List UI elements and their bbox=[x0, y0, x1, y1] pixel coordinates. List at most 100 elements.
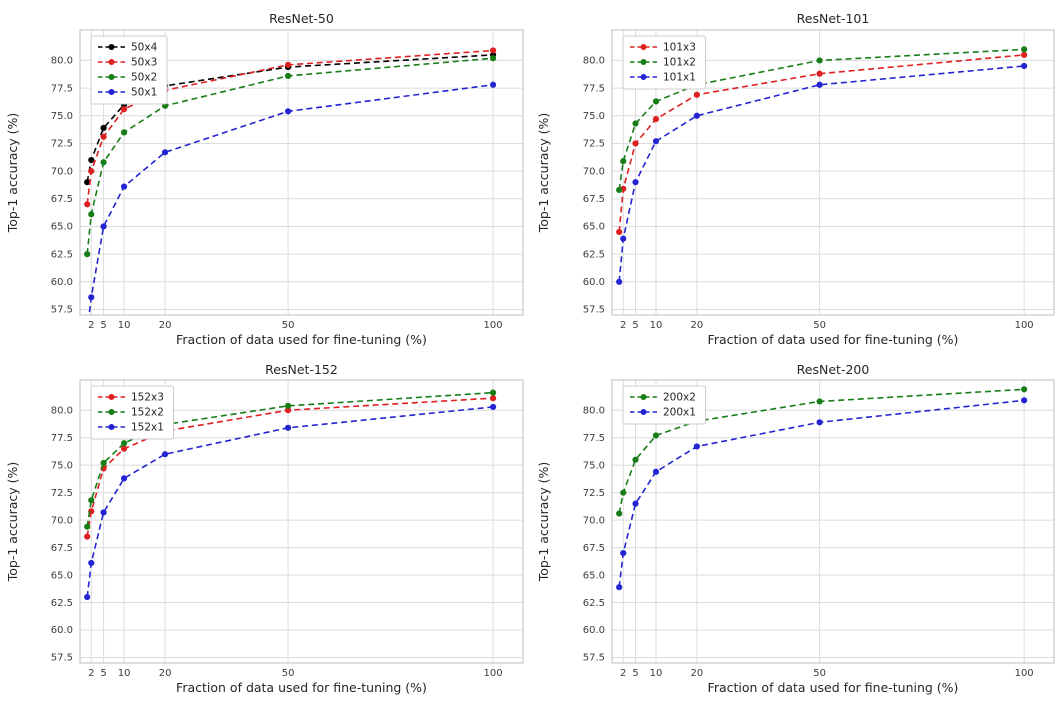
data-point-50x3 bbox=[100, 133, 107, 140]
x-tick-label: 10 bbox=[649, 320, 662, 331]
chart-resnet-152: 57.5 60.0 62.5 65.0 67.5 70.0 72.5 75.0 77.5 80.0… bbox=[0, 357, 530, 715]
legend-marker-50x3 bbox=[108, 59, 115, 65]
plot-background bbox=[529, 357, 1059, 715]
legend: 200x2 200x1 bbox=[622, 385, 706, 424]
y-tick-label: 62.5 bbox=[582, 597, 604, 608]
x-axis-label: Fraction of data used for fine-tuning (%… bbox=[707, 680, 958, 695]
legend-label-50x3: 50x3 bbox=[131, 56, 157, 68]
y-tick-label: 57.5 bbox=[51, 652, 73, 663]
legend: 50x4 50x3 50x2 50x1 bbox=[90, 35, 168, 105]
y-tick-label: 80.0 bbox=[582, 56, 604, 67]
data-point-101x1 bbox=[693, 112, 700, 119]
y-axis-label: Top-1 accuracy (%) bbox=[5, 113, 20, 234]
data-point-101x3 bbox=[816, 70, 823, 77]
data-point-200x1 bbox=[1020, 396, 1027, 403]
x-tick-label: 20 bbox=[159, 320, 172, 331]
data-point-50x1 bbox=[284, 108, 292, 115]
x-tick-label: 20 bbox=[690, 668, 703, 679]
data-point-152x3 bbox=[120, 445, 128, 452]
y-tick-label: 67.5 bbox=[51, 194, 73, 205]
data-point-101x3 bbox=[693, 91, 700, 98]
legend-marker-200x2 bbox=[640, 393, 646, 400]
y-tick-label: 67.5 bbox=[51, 542, 73, 553]
data-point-50x2 bbox=[120, 129, 128, 136]
y-tick-label: 77.5 bbox=[51, 83, 73, 94]
data-point-101x2 bbox=[631, 120, 639, 127]
y-tick-label: 72.5 bbox=[51, 139, 73, 150]
legend-marker-200x1 bbox=[640, 408, 646, 415]
x-tick-label: 5 bbox=[632, 320, 638, 331]
y-tick-label: 62.5 bbox=[582, 249, 604, 260]
legend-label-50x2: 50x2 bbox=[131, 71, 157, 83]
data-point-200x2 bbox=[619, 489, 626, 496]
data-point-50x1 bbox=[100, 223, 107, 230]
data-point-152x2 bbox=[84, 523, 91, 530]
data-point-101x2 bbox=[652, 98, 659, 105]
data-point-152x1 bbox=[489, 403, 497, 410]
y-tick-label: 75.0 bbox=[51, 460, 73, 471]
legend-label-101x2: 101x2 bbox=[663, 56, 696, 68]
data-point-200x2 bbox=[652, 431, 659, 439]
data-point-152x2 bbox=[489, 389, 497, 396]
y-axis-label: Top-1 accuracy (%) bbox=[5, 461, 20, 582]
legend-label-152x2: 152x2 bbox=[131, 406, 164, 418]
plot-border bbox=[79, 378, 524, 664]
data-point-50x2 bbox=[100, 159, 107, 166]
data-point-101x3 bbox=[615, 228, 622, 236]
legend-label-200x1: 200x1 bbox=[663, 406, 696, 418]
x-tick-label: 10 bbox=[118, 320, 131, 331]
legend-label-101x1: 101x1 bbox=[663, 71, 696, 83]
x-axis-label: Fraction of data used for fine-tuning (%… bbox=[707, 332, 958, 347]
data-point-152x1 bbox=[284, 424, 292, 431]
legend-marker-50x1 bbox=[108, 89, 115, 95]
chart-canvas-resnet-200: 57.5 60.0 62.5 65.0 67.5 70.0 72.5 75.0 77.5 80.0… bbox=[529, 357, 1059, 715]
y-tick-label: 75.0 bbox=[582, 111, 604, 122]
x-axis-label: Fraction of data used for fine-tuning (%… bbox=[176, 680, 427, 695]
y-tick-label: 75.0 bbox=[51, 111, 73, 122]
x-tick-label: 20 bbox=[690, 320, 703, 331]
x-tick-label: 50 bbox=[813, 668, 826, 679]
data-point-50x2 bbox=[84, 251, 91, 258]
plot-border bbox=[610, 378, 1055, 664]
y-tick-label: 57.5 bbox=[582, 652, 604, 663]
y-tick-label: 62.5 bbox=[51, 597, 73, 608]
y-tick-label: 70.0 bbox=[51, 515, 73, 526]
legend-marker-152x3 bbox=[108, 393, 115, 400]
legend-label-152x3: 152x3 bbox=[131, 391, 164, 403]
y-tick-label: 70.0 bbox=[582, 515, 604, 526]
data-point-152x2 bbox=[88, 496, 95, 503]
chart-resnet-101: 57.5 60.0 62.5 65.0 67.5 70.0 72.5 75.0 77.5 80.0… bbox=[529, 0, 1059, 358]
data-point-101x1 bbox=[652, 138, 659, 145]
legend-marker-101x3 bbox=[640, 44, 646, 50]
y-tick-label: 65.0 bbox=[51, 570, 73, 581]
y-tick-label: 60.0 bbox=[582, 277, 604, 288]
y-tick-label: 77.5 bbox=[582, 83, 604, 94]
y-tick-label: 72.5 bbox=[582, 139, 604, 150]
x-tick-label: 10 bbox=[649, 668, 662, 679]
legend-marker-152x1 bbox=[108, 423, 115, 430]
data-point-50x2 bbox=[489, 55, 497, 62]
data-point-101x1 bbox=[631, 179, 639, 186]
x-tick-label: 20 bbox=[159, 668, 172, 679]
data-point-50x2 bbox=[284, 72, 292, 80]
y-axis-label: Top-1 accuracy (%) bbox=[536, 461, 551, 582]
data-point-152x3 bbox=[84, 533, 91, 540]
data-point-152x3 bbox=[489, 394, 497, 401]
y-tick-label: 67.5 bbox=[582, 194, 604, 205]
legend: 152x3 152x2 152x1 bbox=[90, 385, 174, 439]
data-point-101x1 bbox=[615, 278, 622, 285]
data-point-50x1 bbox=[161, 149, 169, 156]
x-axis-label: Fraction of data used for fine-tuning (%… bbox=[176, 332, 427, 347]
data-point-200x1 bbox=[816, 418, 823, 425]
x-tick-label: 50 bbox=[282, 668, 295, 679]
data-point-152x3 bbox=[284, 406, 292, 413]
chart-canvas-resnet-101: 57.5 60.0 62.5 65.0 67.5 70.0 72.5 75.0 77.5 80.0… bbox=[529, 0, 1059, 358]
data-point-200x2 bbox=[816, 397, 823, 405]
data-point-152x1 bbox=[88, 559, 95, 566]
data-point-101x2 bbox=[1020, 46, 1027, 53]
x-tick-label: 100 bbox=[484, 668, 503, 679]
data-point-50x2 bbox=[88, 211, 95, 218]
chart-canvas-resnet-50: 57.5 60.0 62.5 65.0 67.5 70.0 72.5 75.0 77.5 80.0… bbox=[0, 0, 530, 358]
data-point-101x2 bbox=[619, 158, 626, 165]
